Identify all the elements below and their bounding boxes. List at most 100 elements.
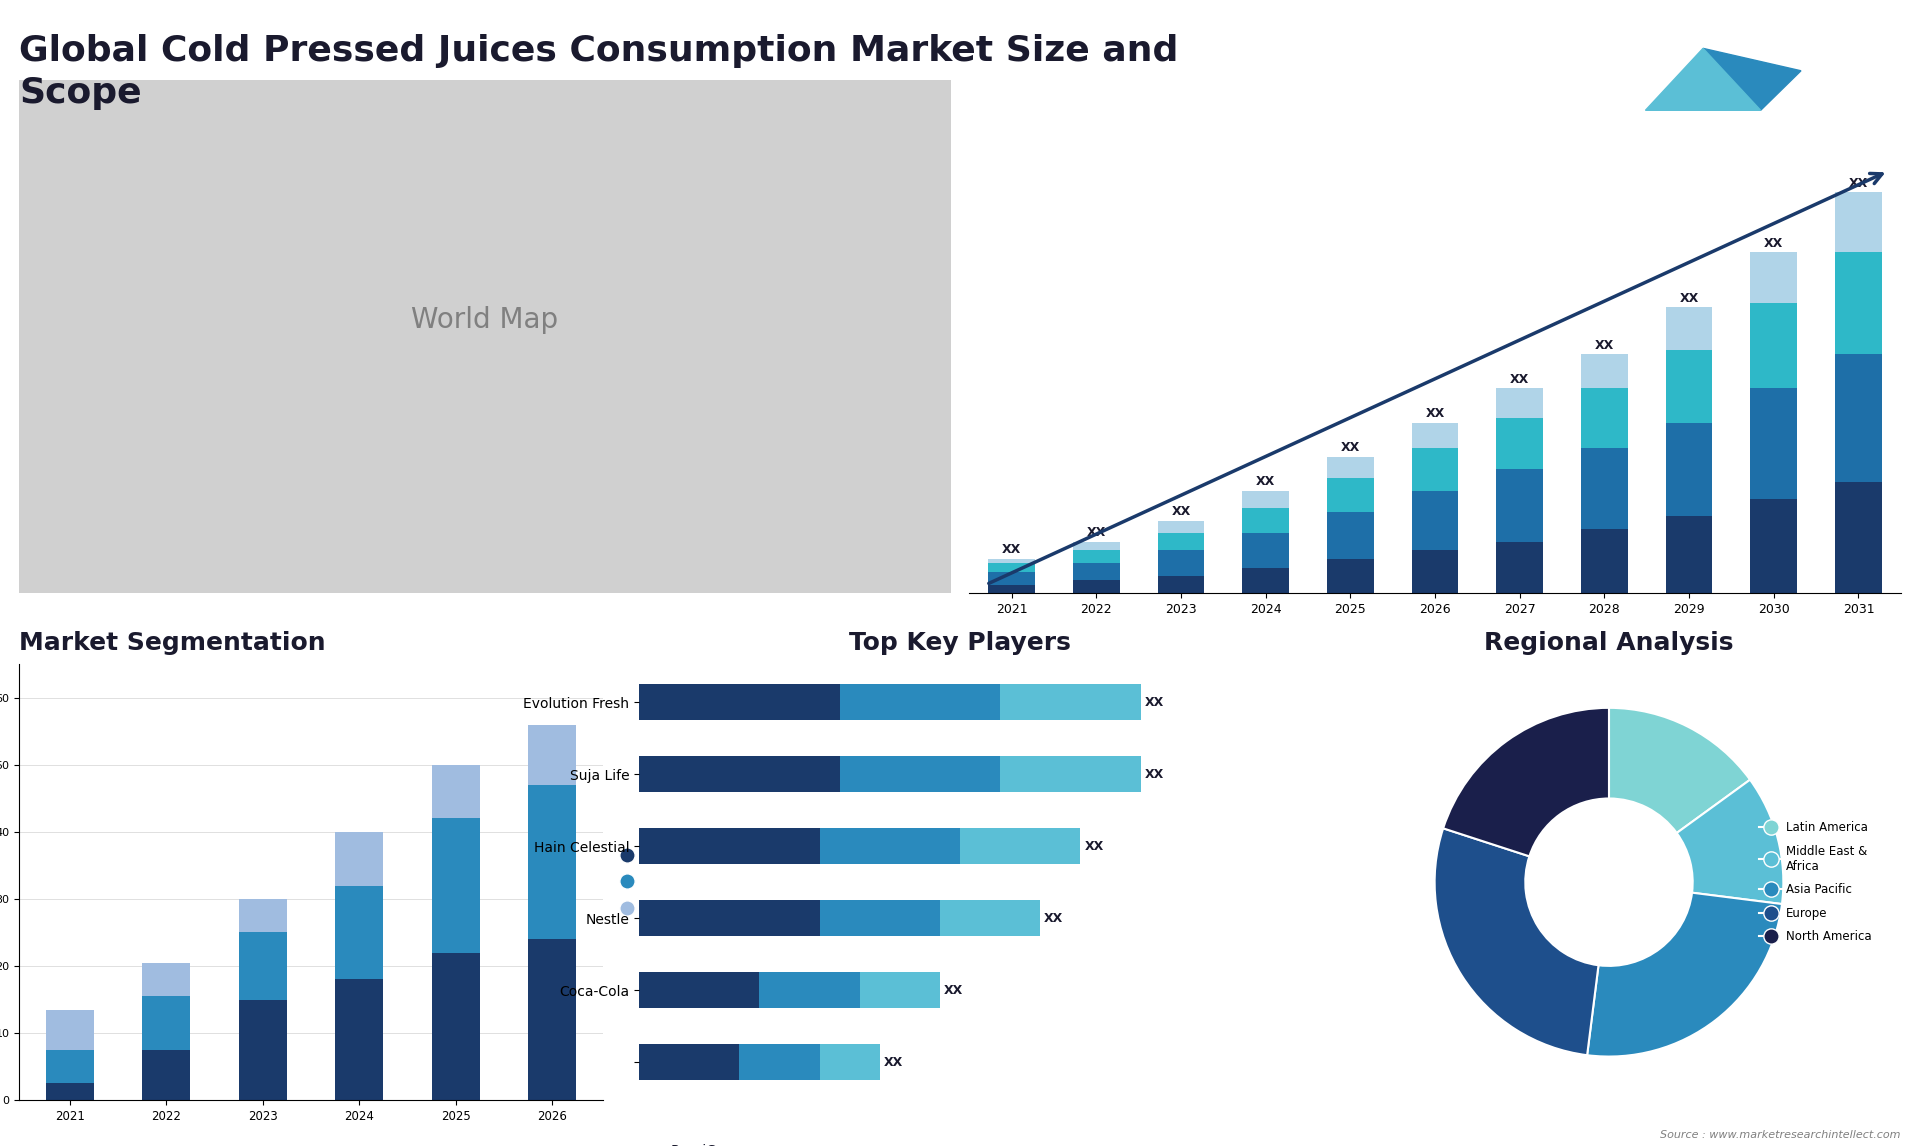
- Bar: [1411, 490, 1459, 550]
- Bar: [1327, 456, 1373, 478]
- Bar: [1242, 508, 1288, 533]
- Bar: [989, 563, 1035, 572]
- Bar: [238, 999, 286, 1100]
- Bar: [839, 756, 1000, 792]
- Bar: [1242, 533, 1288, 567]
- Text: XX: XX: [1085, 840, 1104, 853]
- Bar: [336, 886, 384, 980]
- Text: XX: XX: [1144, 696, 1164, 708]
- Text: XX: XX: [883, 1055, 902, 1069]
- Polygon shape: [1703, 48, 1801, 110]
- Bar: [639, 972, 760, 1008]
- Bar: [820, 1044, 879, 1081]
- Bar: [432, 818, 480, 952]
- Bar: [989, 559, 1035, 563]
- Bar: [336, 980, 384, 1100]
- Bar: [1158, 520, 1204, 533]
- Bar: [46, 1010, 94, 1050]
- Bar: [1000, 756, 1140, 792]
- Polygon shape: [1645, 48, 1761, 110]
- Wedge shape: [1588, 893, 1782, 1057]
- Bar: [1411, 423, 1459, 448]
- Wedge shape: [1676, 779, 1784, 904]
- Bar: [1582, 448, 1628, 529]
- Legend: Latin America, Middle East &
Africa, Asia Pacific, Europe, North America: Latin America, Middle East & Africa, Asi…: [1755, 816, 1876, 948]
- Bar: [989, 584, 1035, 594]
- Bar: [639, 756, 839, 792]
- Text: XX: XX: [1680, 292, 1699, 305]
- Bar: [1751, 388, 1797, 500]
- Text: XX: XX: [1256, 476, 1275, 488]
- Bar: [639, 901, 820, 936]
- Bar: [860, 972, 941, 1008]
- Bar: [989, 572, 1035, 584]
- Text: PepsiCo: PepsiCo: [672, 1144, 726, 1146]
- Bar: [1496, 418, 1544, 470]
- Bar: [528, 724, 576, 785]
- Bar: [1751, 500, 1797, 594]
- Bar: [820, 829, 960, 864]
- Bar: [1496, 542, 1544, 594]
- Text: XX: XX: [1596, 339, 1615, 352]
- Bar: [1751, 304, 1797, 388]
- Text: XX: XX: [1511, 372, 1530, 386]
- Bar: [432, 764, 480, 818]
- Text: XX: XX: [1340, 441, 1359, 454]
- Bar: [1327, 512, 1373, 559]
- Bar: [1000, 684, 1140, 720]
- Text: Global Cold Pressed Juices Consumption Market Size and
Scope: Global Cold Pressed Juices Consumption M…: [19, 34, 1179, 110]
- Text: World Map: World Map: [411, 306, 559, 333]
- Text: XX: XX: [1144, 768, 1164, 780]
- Bar: [820, 901, 941, 936]
- Bar: [941, 901, 1041, 936]
- Bar: [528, 940, 576, 1100]
- Bar: [46, 1050, 94, 1083]
- Bar: [1751, 252, 1797, 304]
- Text: Market Segmentation: Market Segmentation: [19, 631, 326, 656]
- Bar: [1158, 576, 1204, 594]
- Bar: [1667, 351, 1713, 423]
- Bar: [1582, 529, 1628, 594]
- Bar: [1411, 550, 1459, 594]
- Text: MARKET
RESEARCH
INTELLECT: MARKET RESEARCH INTELLECT: [1801, 45, 1855, 78]
- Text: XX: XX: [1087, 526, 1106, 540]
- Bar: [639, 829, 820, 864]
- Bar: [739, 1044, 820, 1081]
- Bar: [1836, 252, 1882, 354]
- Bar: [1836, 354, 1882, 482]
- Bar: [839, 684, 1000, 720]
- Bar: [1327, 559, 1373, 594]
- Text: XX: XX: [1425, 407, 1444, 421]
- Text: XX: XX: [1764, 236, 1784, 250]
- Bar: [1667, 517, 1713, 594]
- Bar: [432, 952, 480, 1100]
- Title: Top Key Players: Top Key Players: [849, 631, 1071, 656]
- Bar: [1242, 490, 1288, 508]
- Bar: [1242, 567, 1288, 594]
- Text: XX: XX: [1849, 176, 1868, 190]
- Bar: [960, 829, 1081, 864]
- Text: XX: XX: [1044, 912, 1064, 925]
- Bar: [639, 1044, 739, 1081]
- Bar: [760, 972, 860, 1008]
- Text: Source : www.marketresearchintellect.com: Source : www.marketresearchintellect.com: [1661, 1130, 1901, 1140]
- Bar: [1158, 550, 1204, 576]
- Bar: [1158, 533, 1204, 550]
- Bar: [1496, 388, 1544, 418]
- Bar: [1073, 550, 1119, 563]
- Bar: [1327, 478, 1373, 512]
- Bar: [528, 785, 576, 940]
- Text: XX: XX: [945, 983, 964, 997]
- Title: Regional Analysis: Regional Analysis: [1484, 631, 1734, 656]
- Bar: [238, 933, 286, 999]
- Text: XX: XX: [1002, 543, 1021, 557]
- Wedge shape: [1434, 829, 1599, 1055]
- Bar: [238, 898, 286, 933]
- Bar: [1836, 193, 1882, 252]
- Bar: [1411, 448, 1459, 490]
- Wedge shape: [1609, 708, 1749, 833]
- Bar: [1582, 388, 1628, 448]
- Wedge shape: [1444, 708, 1609, 856]
- Bar: [1667, 307, 1713, 351]
- Text: XX: XX: [1171, 505, 1190, 518]
